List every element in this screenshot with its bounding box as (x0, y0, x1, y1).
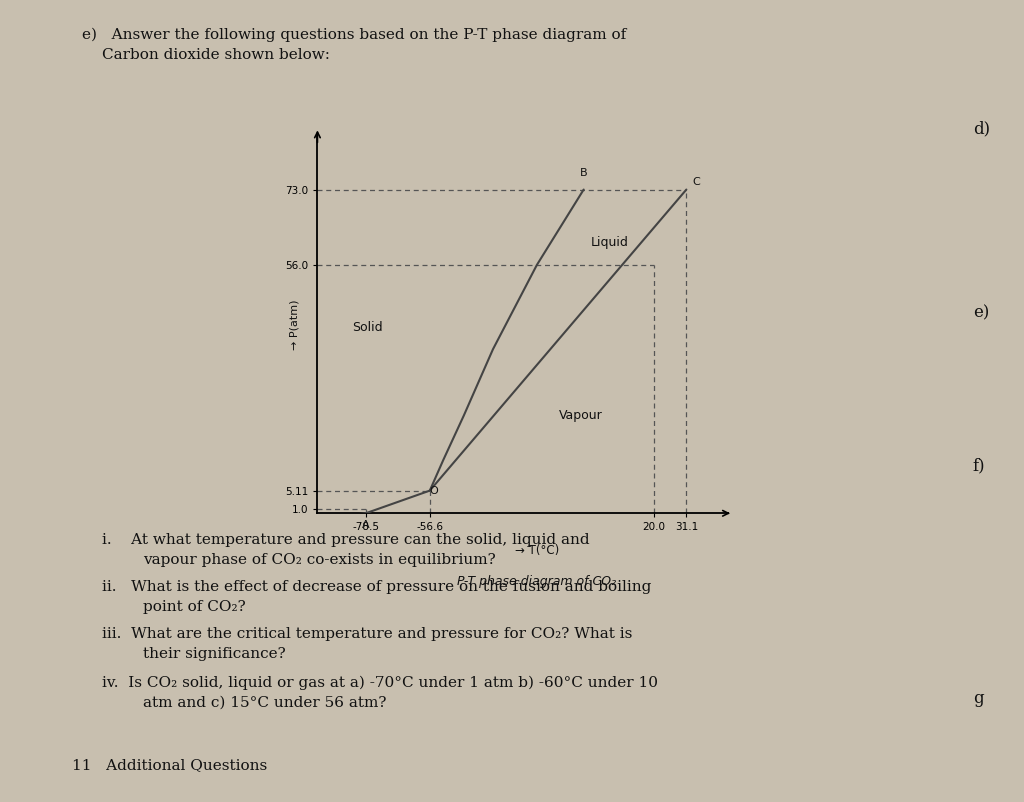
Text: atm and c) 15°C under 56 atm?: atm and c) 15°C under 56 atm? (143, 695, 387, 709)
Text: Vapour: Vapour (559, 409, 603, 422)
Text: Liquid: Liquid (591, 237, 629, 249)
Text: f): f) (973, 457, 985, 474)
Text: e): e) (973, 305, 989, 322)
Text: → T(°C): → T(°C) (515, 545, 559, 557)
Text: point of CO₂?: point of CO₂? (143, 600, 246, 614)
Text: iii.  What are the critical temperature and pressure for CO₂? What is: iii. What are the critical temperature a… (102, 627, 633, 641)
Text: i.    At what temperature and pressure can the solid, liquid and: i. At what temperature and pressure can … (102, 533, 590, 547)
Text: Carbon dioxide shown below:: Carbon dioxide shown below: (102, 48, 331, 62)
Text: O: O (430, 486, 438, 496)
Text: d): d) (973, 120, 990, 137)
Text: ii.   What is the effect of decrease of pressure on the fusion and boiling: ii. What is the effect of decrease of pr… (102, 580, 651, 593)
Text: vapour phase of CO₂ co-exists in equilibrium?: vapour phase of CO₂ co-exists in equilib… (143, 553, 496, 567)
Text: g: g (973, 690, 983, 707)
Text: their significance?: their significance? (143, 647, 286, 661)
Text: P-T phase diagram of CO₂: P-T phase diagram of CO₂ (458, 575, 616, 589)
Text: → P(atm): → P(atm) (289, 300, 299, 350)
Text: e)   Answer the following questions based on the P-T phase diagram of: e) Answer the following questions based … (82, 28, 626, 43)
Text: 11   Additional Questions: 11 Additional Questions (72, 758, 267, 772)
Text: A: A (361, 520, 370, 530)
Text: B: B (580, 168, 588, 179)
Text: Solid: Solid (352, 321, 383, 334)
Text: C: C (692, 177, 699, 188)
Text: iv.  Is CO₂ solid, liquid or gas at a) -70°C under 1 atm b) -60°C under 10: iv. Is CO₂ solid, liquid or gas at a) -7… (102, 675, 658, 690)
